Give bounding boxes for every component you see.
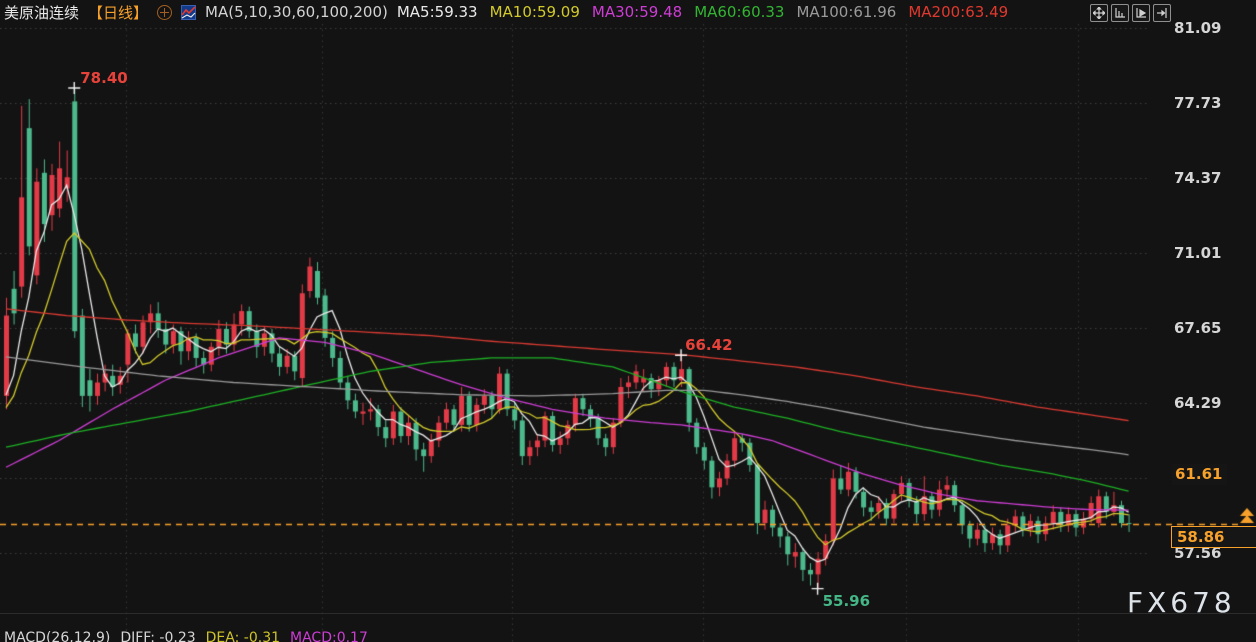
macd-header: MACD(26,12,9) DIFF: -0.23 DEA: -0.31 MAC… <box>4 630 368 642</box>
fx678-watermark: FX678 <box>1127 586 1236 619</box>
pane-divider[interactable] <box>0 613 1256 614</box>
playback-icon[interactable] <box>1132 4 1150 22</box>
y-axis-tick: 74.37 <box>1174 168 1222 187</box>
y-axis-tick: 57.56 <box>1174 543 1222 562</box>
ma-value-0: MA5:59.33 <box>396 3 478 21</box>
axis-high-marker-label: 61.61 <box>1172 463 1228 485</box>
y-axis-tick: 81.09 <box>1174 19 1222 37</box>
scale-icon[interactable] <box>1111 4 1129 22</box>
ma-value-4: MA100:61.96 <box>796 3 897 21</box>
instrument-name: 美原油连续 <box>4 3 80 22</box>
macd-macd-value: MACD:0.17 <box>290 630 368 642</box>
goto-latest-icon[interactable] <box>1153 4 1171 22</box>
ma-values-group: MA5:59.33 MA10:59.09 MA30:59.48 MA60:60.33 M… <box>397 3 1008 21</box>
chart-toolbar <box>1090 4 1171 22</box>
y-axis-tick: 64.29 <box>1174 393 1222 412</box>
ma-value-5: MA200:63.49 <box>908 3 1009 21</box>
chart-header: 美原油连续 【日线】 MA(5,10,30,60,100,200) MA5:59… <box>4 2 1008 22</box>
kline-indicator-icon[interactable] <box>181 4 197 20</box>
swing-high-price-label: 66.42 <box>685 336 733 355</box>
macd-dea-value: DEA: -0.31 <box>205 630 281 642</box>
period-label[interactable]: 【日线】 <box>88 3 149 22</box>
pan-icon[interactable] <box>1090 4 1108 22</box>
y-axis-tick: 71.01 <box>1174 243 1222 262</box>
macd-diff-value: DIFF: -0.23 <box>120 630 196 642</box>
macd-title: MACD(26,12,9) <box>4 630 111 642</box>
high-price-label: 78.40 <box>80 69 128 87</box>
ma-value-2: MA30:59.48 <box>591 3 683 21</box>
compare-icon[interactable] <box>157 4 173 20</box>
y-axis-tick: 77.73 <box>1174 93 1222 112</box>
last-price-box: 58.86 <box>1171 525 1256 548</box>
ma-value-1: MA10:59.09 <box>489 3 580 21</box>
low-price-label: 55.96 <box>822 591 871 610</box>
ma-params-label: MA(5,10,30,60,100,200) <box>205 3 388 21</box>
y-axis-tick: 67.65 <box>1174 318 1222 337</box>
ma-value-3: MA60:60.33 <box>694 3 785 21</box>
